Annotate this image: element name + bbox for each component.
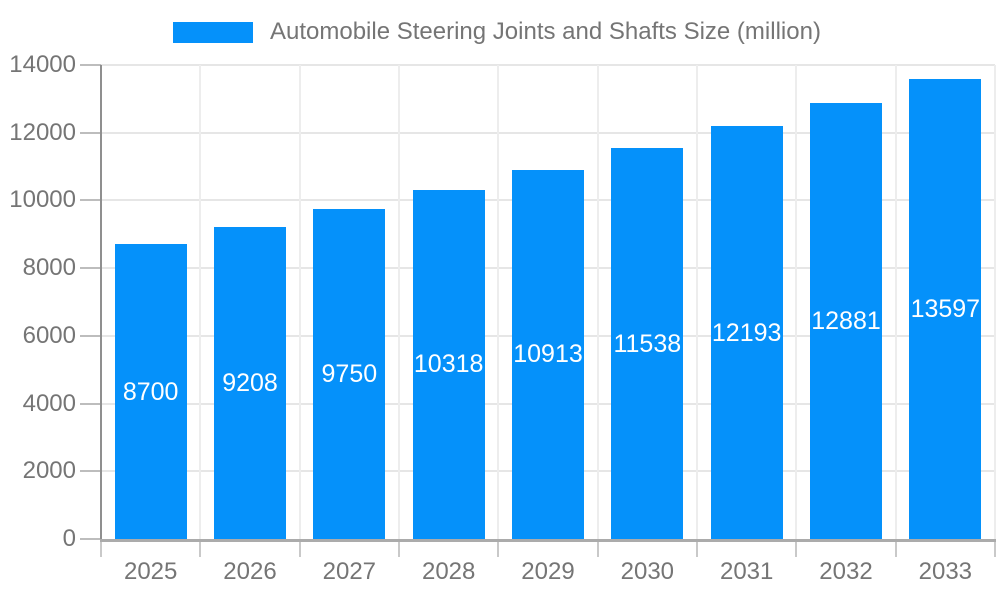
bar-value-label: 10913 bbox=[513, 340, 583, 369]
v-gridline bbox=[298, 65, 301, 539]
x-tick-label: 2030 bbox=[620, 558, 675, 585]
y-axis-tick bbox=[80, 267, 101, 270]
v-gridline bbox=[596, 65, 599, 539]
v-gridline bbox=[497, 65, 500, 539]
x-tick-label: 2025 bbox=[123, 558, 178, 585]
x-tick-label: 2033 bbox=[918, 558, 973, 585]
x-axis-tick bbox=[398, 542, 400, 557]
x-tick-label: 2026 bbox=[223, 558, 277, 585]
x-axis-line bbox=[100, 539, 996, 542]
bar-value-label: 8700 bbox=[122, 377, 179, 406]
x-axis-tick bbox=[696, 542, 698, 557]
x-axis-tick bbox=[100, 542, 102, 557]
y-axis-tick bbox=[80, 334, 101, 337]
y-tick-label: 0 bbox=[62, 525, 76, 552]
x-axis-tick bbox=[497, 542, 500, 557]
y-tick-label: 4000 bbox=[22, 389, 76, 417]
x-tick-label: 2029 bbox=[521, 558, 575, 585]
bar[interactable] bbox=[412, 189, 485, 539]
bar[interactable] bbox=[710, 126, 783, 539]
bar-value-label: 12881 bbox=[811, 306, 881, 335]
bar[interactable] bbox=[810, 102, 882, 539]
y-axis-tick bbox=[80, 131, 101, 134]
v-gridline bbox=[398, 65, 400, 539]
x-axis-tick bbox=[596, 542, 599, 557]
bar-value-label: 9750 bbox=[321, 359, 378, 388]
y-tick-label: 14000 bbox=[9, 51, 76, 78]
x-tick-label: 2032 bbox=[819, 558, 873, 585]
x-tick-label: 2031 bbox=[719, 558, 774, 585]
y-axis-line bbox=[100, 65, 102, 541]
y-tick-label: 6000 bbox=[22, 321, 76, 349]
bar[interactable] bbox=[611, 148, 684, 539]
y-tick-label: 8000 bbox=[22, 254, 76, 282]
v-gridline bbox=[199, 65, 202, 539]
bar[interactable] bbox=[313, 208, 386, 539]
x-axis-tick bbox=[795, 542, 798, 557]
x-axis-tick bbox=[298, 542, 301, 557]
x-tick-label: 2027 bbox=[322, 558, 377, 585]
bar[interactable] bbox=[512, 169, 584, 539]
x-tick-label: 2028 bbox=[421, 558, 476, 585]
v-gridline bbox=[894, 65, 897, 539]
x-axis-tick bbox=[994, 542, 996, 557]
y-tick-label: 10000 bbox=[9, 186, 76, 214]
legend[interactable]: Automobile Steering Joints and Shafts Si… bbox=[173, 19, 821, 45]
legend-swatch[interactable] bbox=[173, 21, 253, 43]
bar[interactable] bbox=[114, 244, 187, 539]
y-axis-tick bbox=[80, 402, 101, 405]
bar[interactable] bbox=[909, 78, 982, 539]
y-axis-tick bbox=[80, 470, 101, 473]
bar-value-label: 13597 bbox=[910, 294, 981, 323]
legend-label[interactable]: Automobile Steering Joints and Shafts Si… bbox=[270, 18, 821, 45]
h-gridline bbox=[101, 64, 995, 66]
v-gridline bbox=[795, 65, 798, 539]
x-axis-tick bbox=[199, 542, 202, 557]
y-axis-tick bbox=[80, 199, 101, 202]
bar[interactable] bbox=[214, 227, 286, 539]
y-axis-tick bbox=[80, 538, 101, 540]
bar-value-label: 11538 bbox=[613, 329, 682, 358]
v-gridline bbox=[994, 65, 996, 539]
y-tick-label: 12000 bbox=[9, 118, 76, 146]
h-gridline bbox=[101, 131, 995, 134]
bar-value-label: 9208 bbox=[222, 369, 278, 398]
y-axis-tick bbox=[80, 64, 101, 66]
x-axis-tick bbox=[894, 542, 897, 557]
bar-value-label: 12193 bbox=[711, 318, 782, 347]
v-gridline bbox=[696, 65, 698, 539]
y-tick-label: 2000 bbox=[22, 457, 76, 485]
bar-value-label: 10318 bbox=[413, 350, 484, 379]
